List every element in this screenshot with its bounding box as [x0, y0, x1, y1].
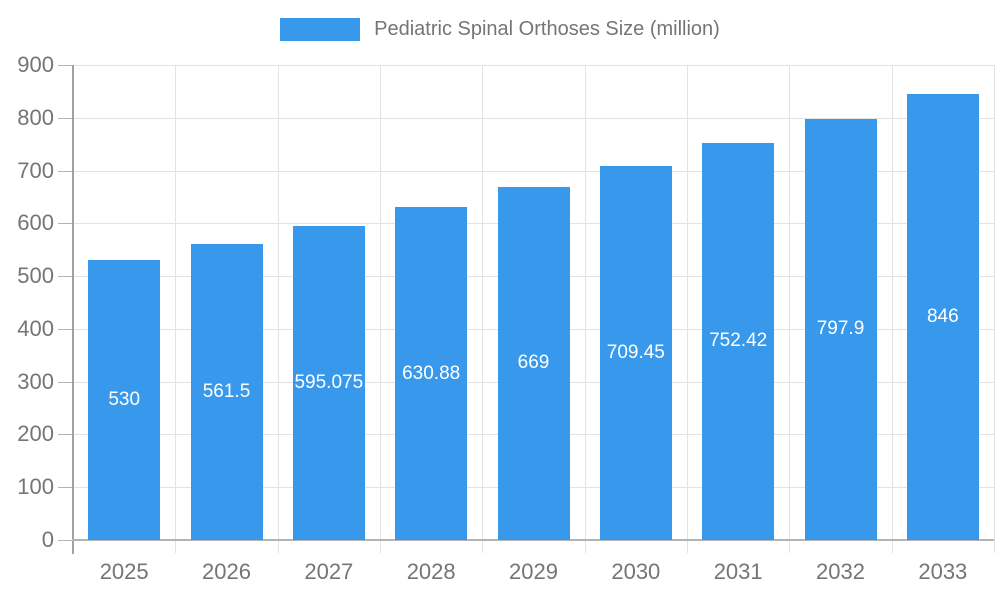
v-gridline: [994, 65, 995, 553]
y-tick: [58, 223, 72, 225]
bar-2030[interactable]: [599, 165, 672, 540]
h-gridline: [73, 117, 994, 119]
v-gridline: [585, 65, 586, 553]
x-tick-label: 2029: [509, 559, 558, 584]
y-tick: [58, 381, 72, 383]
v-gridline: [482, 65, 483, 553]
y-tick: [58, 276, 72, 278]
y-tick-label: 700: [17, 157, 54, 183]
x-axis-line: [72, 539, 994, 541]
v-gridline: [789, 65, 790, 553]
y-tick: [58, 328, 72, 330]
v-gridline: [687, 65, 688, 553]
bar-2029[interactable]: [497, 186, 570, 540]
y-axis-line: [72, 65, 74, 554]
bar-2026[interactable]: [190, 243, 263, 540]
h-gridline: [73, 65, 994, 66]
x-tick-label: 2030: [611, 559, 661, 584]
x-tick-label: 2031: [713, 559, 763, 584]
x-tick-label: 2027: [304, 559, 354, 584]
x-tick-label: 2026: [202, 559, 251, 584]
y-tick-label: 300: [17, 368, 54, 394]
y-tick-label: 900: [17, 52, 54, 77]
y-tick: [58, 117, 72, 119]
y-tick: [58, 170, 72, 172]
x-tick-label: 2033: [918, 559, 968, 584]
y-tick: [58, 540, 72, 541]
y-tick: [58, 65, 72, 66]
legend-swatch-icon: [280, 18, 361, 41]
x-tick-label: 2032: [816, 559, 865, 584]
bar-2025[interactable]: [88, 260, 161, 540]
y-tick-label: 800: [17, 104, 54, 130]
x-tick-label: 2025: [99, 559, 149, 584]
bar-2031[interactable]: [702, 142, 775, 540]
v-gridline: [175, 65, 176, 553]
y-tick: [58, 487, 72, 489]
v-gridline: [380, 65, 381, 553]
y-tick: [58, 434, 72, 436]
legend: Pediatric Spinal Orthoses Size (million): [0, 18, 1000, 41]
v-gridline: [892, 65, 893, 553]
legend-label: Pediatric Spinal Orthoses Size (million): [374, 18, 720, 40]
y-tick-label: 200: [17, 421, 54, 447]
y-tick-label: 600: [17, 210, 54, 236]
y-tick-label: 400: [17, 315, 54, 341]
y-tick-label: 100: [17, 474, 54, 500]
v-gridline: [278, 65, 279, 553]
y-tick-label: 0: [41, 527, 54, 552]
plot-area: 530 561.5 595.075 630.88 669 709.45 752.42 797.…: [72, 65, 995, 554]
bar-2028[interactable]: [395, 207, 468, 540]
x-tick-label: 2028: [406, 559, 456, 584]
bar-2032[interactable]: [804, 118, 877, 540]
h-gridline: [73, 170, 994, 172]
y-tick-label: 500: [17, 263, 54, 289]
bar-2033[interactable]: [906, 93, 979, 540]
bar-2027[interactable]: [292, 225, 365, 540]
